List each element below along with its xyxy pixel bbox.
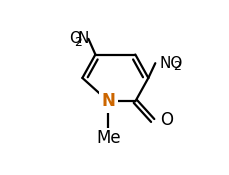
- Text: 2: 2: [75, 36, 82, 48]
- Text: 2: 2: [173, 60, 180, 73]
- Text: NO: NO: [160, 56, 183, 71]
- Text: Me: Me: [96, 129, 121, 147]
- Text: O: O: [69, 31, 81, 46]
- Text: N: N: [78, 31, 89, 46]
- Text: N: N: [101, 92, 115, 110]
- Text: O: O: [161, 111, 174, 129]
